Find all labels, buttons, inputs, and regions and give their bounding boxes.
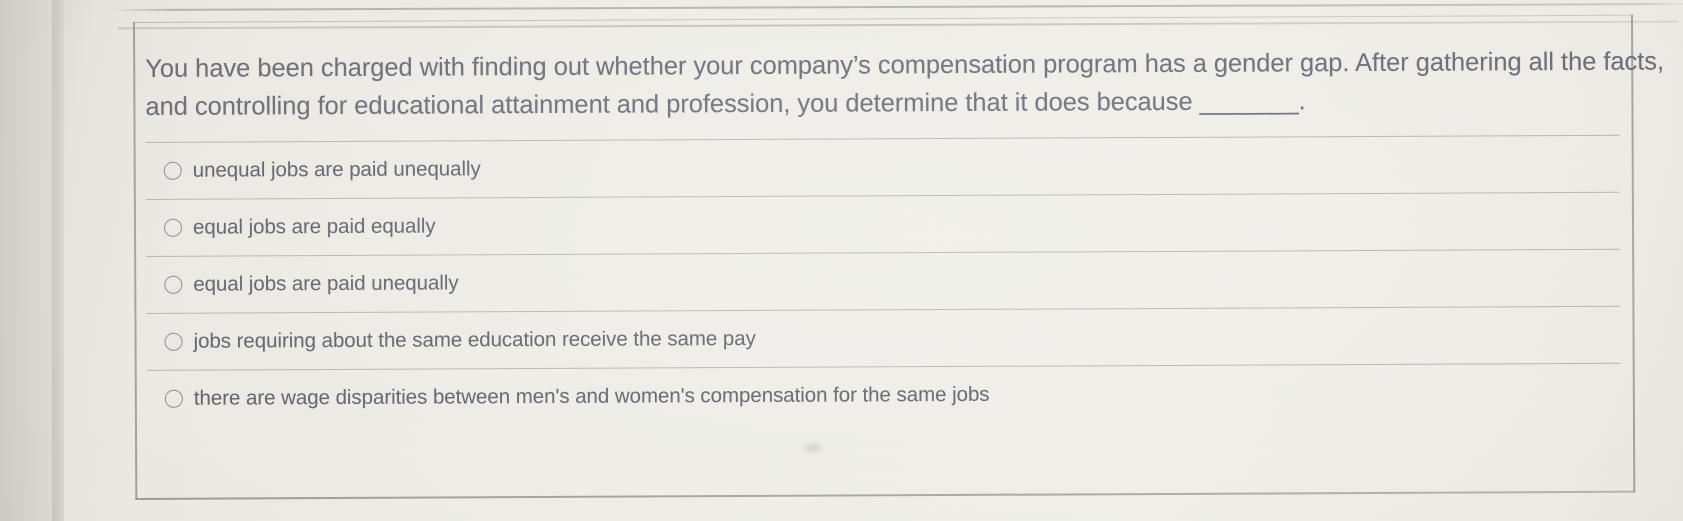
answer-option-3[interactable]: equal jobs are paid unequally	[146, 248, 1621, 313]
answer-option-label: there are wage disparities between men's…	[193, 382, 990, 410]
answer-option-label: jobs requiring about the same education …	[193, 326, 756, 353]
question-stem-line-1: You have been charged with finding out w…	[145, 47, 1665, 83]
left-margin-edge	[52, 0, 64, 521]
question-card: You have been charged with finding out w…	[133, 14, 1665, 500]
radio-button-icon[interactable]	[164, 389, 183, 408]
left-margin-shadow	[0, 0, 52, 521]
answer-option-5[interactable]: there are wage disparities between men's…	[146, 362, 1621, 427]
answer-option-label: unequal jobs are paid unequally	[192, 157, 481, 182]
answer-option-1[interactable]: unequal jobs are paid unequally	[145, 134, 1620, 199]
radio-button-icon[interactable]	[163, 218, 183, 237]
radio-button-icon[interactable]	[164, 275, 183, 294]
answer-options-list: unequal jobs are paid unequally equal jo…	[145, 134, 1621, 427]
radio-button-icon[interactable]	[164, 332, 183, 351]
question-stem: You have been charged with finding out w…	[145, 43, 1665, 126]
answer-option-label: equal jobs are paid equally	[192, 214, 436, 239]
answer-option-2[interactable]: equal jobs are paid equally	[145, 191, 1621, 256]
answer-option-label: equal jobs are paid unequally	[193, 271, 459, 296]
answer-option-4[interactable]: jobs requiring about the same education …	[146, 305, 1621, 370]
question-stem-line-2: and controlling for educational attainme…	[145, 87, 1306, 121]
radio-button-icon[interactable]	[163, 161, 182, 180]
